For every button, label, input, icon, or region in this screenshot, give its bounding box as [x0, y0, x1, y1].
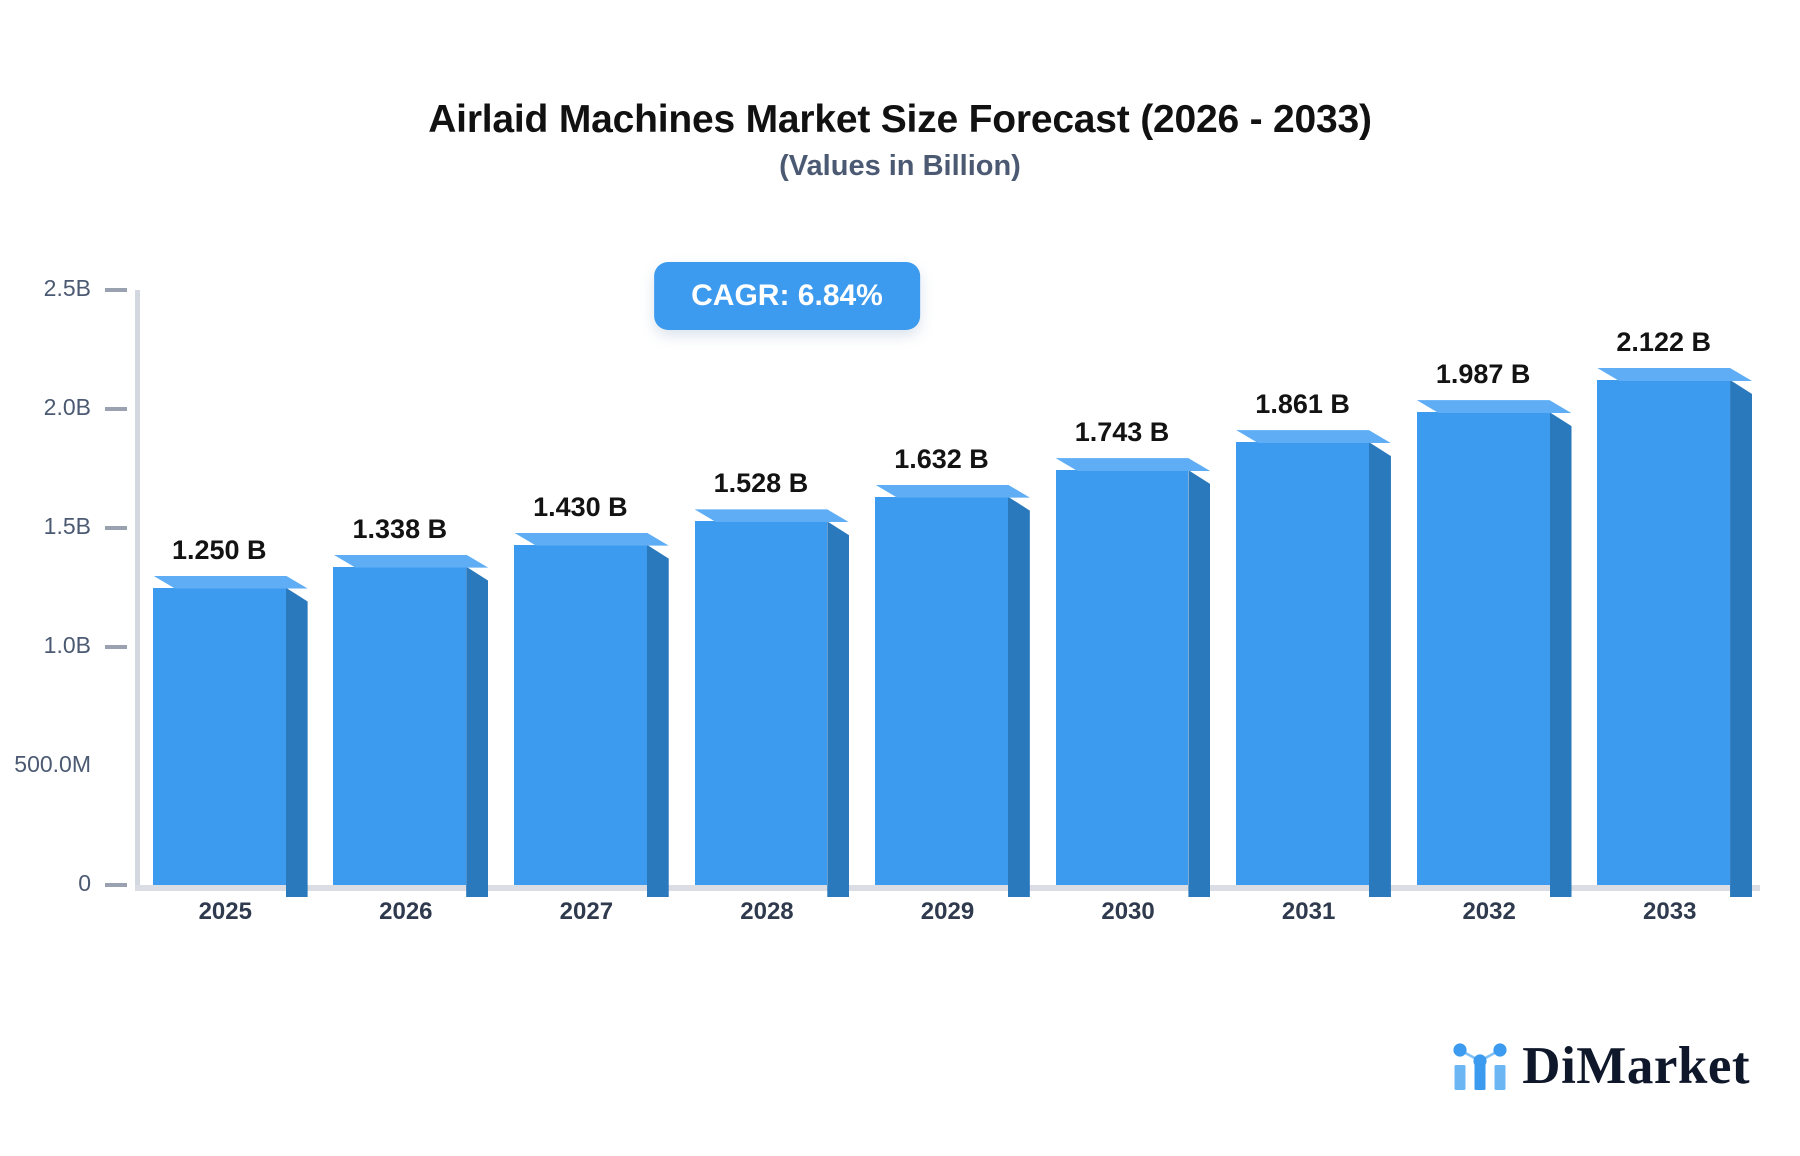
bar-column[interactable]: 1.987 B — [1416, 359, 1572, 897]
bar-value-label: 1.250 B — [171, 534, 267, 565]
x-axis-baseline — [135, 885, 1760, 891]
bar-front-face — [1597, 379, 1731, 885]
bar-side-face — [285, 587, 308, 897]
x-axis-label: 2032 — [1462, 898, 1516, 925]
bar-top-face — [333, 555, 488, 568]
bar-top-face — [1597, 368, 1752, 381]
x-axis-label: 2026 — [379, 898, 433, 925]
y-axis-tick-label: 500.0M — [14, 751, 91, 777]
y-axis-tick-label: 2.5B — [43, 275, 91, 301]
x-axis-label: 2025 — [198, 898, 252, 925]
bar-top-face — [1417, 400, 1572, 413]
bar-top-face — [875, 485, 1030, 498]
cagr-badge: CAGR: 6.84% — [654, 262, 920, 330]
bar-column[interactable]: 1.743 B — [1055, 417, 1211, 897]
bar-top-face — [1056, 458, 1211, 471]
bar-front-face — [875, 496, 1008, 885]
chart-subtitle: (Values in Billion) — [779, 150, 1021, 182]
bar-front-face — [333, 566, 467, 885]
bar-column[interactable]: 1.430 B — [514, 492, 669, 897]
y-axis-line — [135, 290, 140, 885]
y-axis-tick-mark — [105, 288, 127, 292]
bar-front-face — [1055, 470, 1189, 885]
x-axis-label: 2033 — [1643, 898, 1697, 925]
bar-side-face — [827, 521, 850, 897]
x-axis-label: 2030 — [1101, 898, 1155, 925]
bar-chart-logo-icon — [1451, 1038, 1509, 1094]
brand-name: DiMarket — [1522, 1036, 1750, 1095]
bar-front-face — [1416, 412, 1550, 885]
brand-logo: DiMarket — [1451, 1038, 1750, 1094]
bar-value-label: 1.743 B — [1074, 417, 1170, 448]
bar-front-face — [152, 587, 286, 885]
y-axis-tick-label: 2.0B — [43, 394, 91, 420]
bar-side-face — [1549, 412, 1572, 897]
bar-top-face — [514, 533, 669, 546]
bar-value-label: 1.632 B — [894, 443, 989, 474]
bar-column[interactable]: 1.250 B — [152, 535, 308, 897]
bar-column[interactable]: 1.528 B — [694, 468, 850, 897]
bar-side-face — [646, 544, 669, 897]
bar-side-face — [1007, 496, 1030, 897]
plot-area: 0 500.0M 1.0B 1.5B 2.0B 2.5B 1.250 B 1.338 B 1.… — [14, 275, 1760, 897]
bar-value-label: 1.528 B — [713, 468, 809, 499]
x-axis-label: 2031 — [1281, 898, 1336, 925]
x-axis-labels: 2025 2026 2027 2028 2029 2030 2031 2032 2033 — [135, 898, 1760, 938]
y-axis-tick-mark — [105, 526, 127, 530]
bar-side-face — [1368, 442, 1391, 897]
x-axis-label: 2027 — [559, 898, 614, 925]
bar-value-label: 2.122 B — [1616, 326, 1711, 357]
bar-column[interactable]: 1.861 B — [1236, 389, 1391, 897]
y-axis-tick-mark — [105, 407, 127, 411]
y-axis-tick-mark — [105, 645, 127, 649]
x-axis-label: 2029 — [920, 898, 975, 925]
bar-front-face — [514, 544, 647, 885]
bar-front-face — [694, 521, 828, 885]
bar-value-label: 1.338 B — [352, 513, 448, 544]
bar-series: 1.250 B 1.338 B 1.430 B 1.528 B 1.632 B 1.743… — [135, 290, 1760, 897]
bar-side-face — [1188, 470, 1211, 897]
bar-front-face — [1236, 442, 1369, 885]
y-axis-tick-label: 1.5B — [43, 513, 91, 539]
bar-top-face — [695, 509, 850, 522]
bar-side-face — [466, 566, 489, 897]
bar-column[interactable]: 1.632 B — [875, 444, 1030, 897]
bar-value-label: 1.987 B — [1435, 359, 1531, 390]
y-axis-tick-label: 0 — [78, 870, 91, 896]
bar-value-label: 1.430 B — [533, 491, 628, 522]
bar-top-face — [1236, 430, 1391, 443]
y-axis-tick-label: 1.0B — [43, 632, 91, 658]
bar-column[interactable]: 2.122 B — [1597, 327, 1753, 897]
x-axis-label: 2028 — [740, 898, 794, 925]
bar-column[interactable]: 1.338 B — [333, 514, 489, 897]
chart-title: Airlaid Machines Market Size Forecast (2… — [428, 98, 1372, 141]
bar-top-face — [153, 576, 308, 589]
bar-value-label: 1.861 B — [1255, 389, 1350, 420]
bar-side-face — [1730, 379, 1753, 897]
y-axis-tick-mark — [105, 883, 127, 887]
